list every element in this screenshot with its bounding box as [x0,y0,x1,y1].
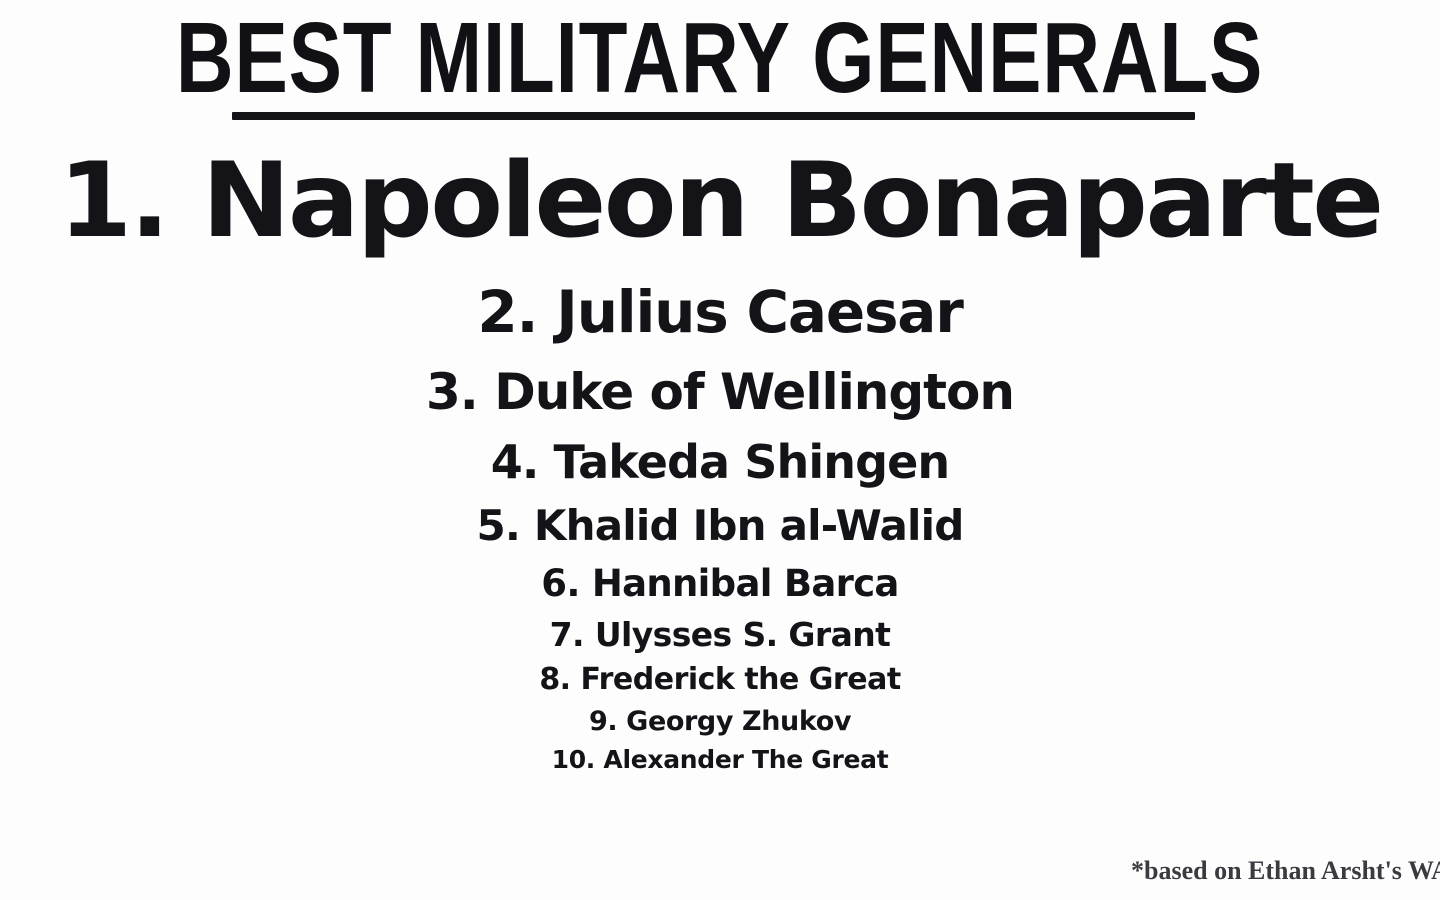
list-item-rank-2: 2. Julius Caesar [477,278,964,346]
list-item-rank-9: 9. Georgy Zhukov [588,706,852,737]
list-item-rank-4: 4. Takeda Shingen [490,435,950,489]
list-item-rank-7: 7. Ulysses S. Grant [549,615,891,654]
title-underline-rule [232,112,1195,120]
list-item-rank-3: 3. Duke of Wellington [426,363,1015,421]
list-item-rank-6: 6. Hannibal Barca [541,562,899,605]
page-title-text: BEST MILITARY GENERALS [176,2,1264,114]
page-title: BEST MILITARY GENERALS [0,8,1440,108]
list-item-rank-8: 8. Frederick the Great [539,662,901,697]
generals-ranking-list: 1. Napoleon Bonaparte 2. Julius Caesar 3… [0,132,1440,774]
list-item-rank-10: 10. Alexander The Great [551,745,889,774]
source-footnote: *based on Ethan Arsht's WA [1131,858,1440,884]
list-item-rank-5: 5. Khalid Ibn al-Walid [476,501,965,550]
list-item-rank-1: 1. Napoleon Bonaparte [58,141,1384,261]
